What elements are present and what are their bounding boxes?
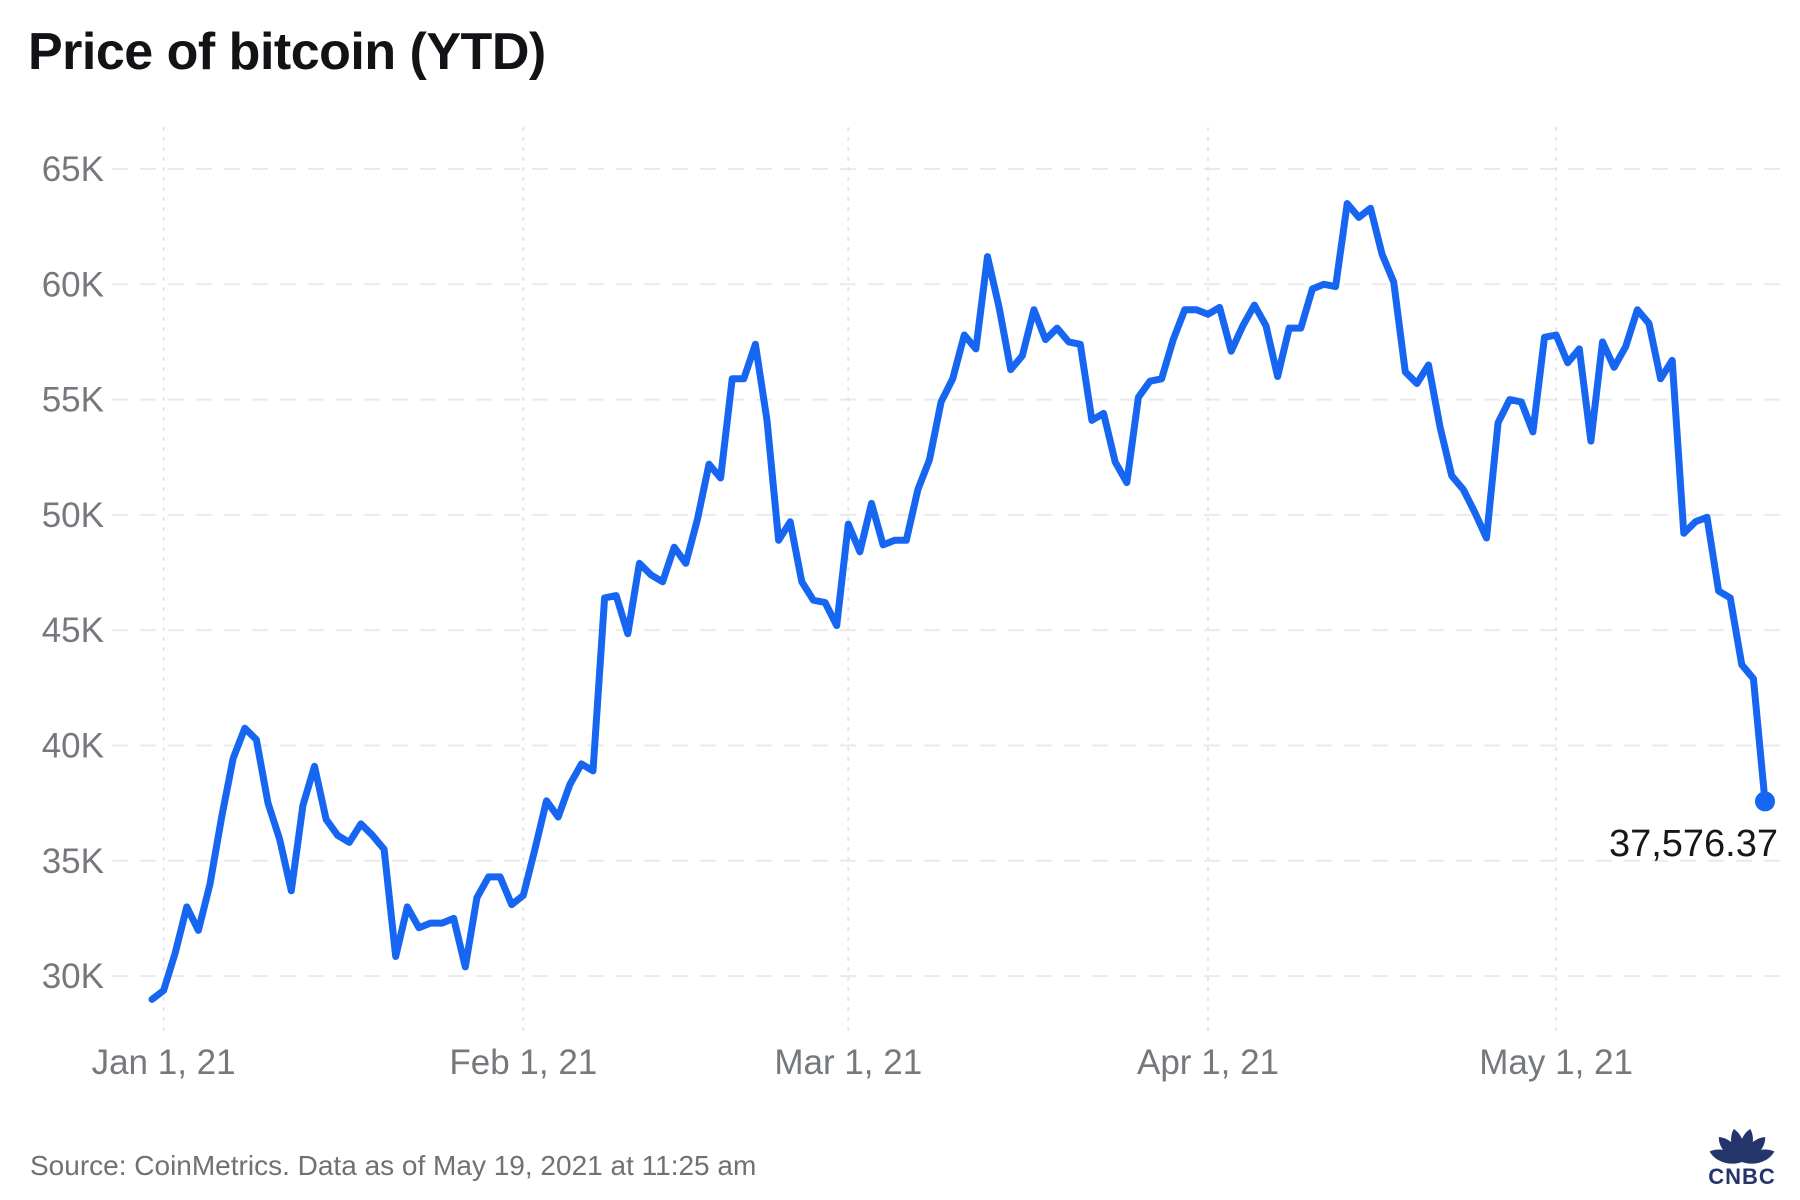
last-price-dot [1755, 791, 1775, 812]
x-axis-tick-label: Apr 1, 21 [1137, 1043, 1279, 1082]
chart-title: Price of bitcoin (YTD) [28, 23, 546, 81]
y-axis-tick-label: 65K [42, 150, 104, 189]
last-price-label: 37,576.37 [1609, 823, 1778, 865]
y-axis-tick-label: 40K [42, 727, 104, 766]
x-axis-tick-label: Feb 1, 21 [449, 1043, 597, 1082]
y-axis-tick-label: 35K [42, 842, 104, 881]
peacock-icon [1709, 1129, 1775, 1164]
cnbc-logo-text: CNBC [1708, 1164, 1776, 1188]
x-axis-tick-label: Jan 1, 21 [92, 1043, 236, 1082]
x-axis-tick-label: Mar 1, 21 [774, 1043, 922, 1082]
source-note: Source: CoinMetrics. Data as of May 19, … [30, 1150, 757, 1181]
x-axis-tick-label: May 1, 21 [1479, 1043, 1633, 1082]
y-axis-tick-label: 50K [42, 496, 104, 535]
cnbc-logo: CNBC [1708, 1129, 1776, 1188]
y-axis-tick-label: 55K [42, 381, 104, 420]
y-axis-tick-label: 45K [42, 611, 104, 650]
y-axis-tick-label: 30K [42, 957, 104, 996]
price-line [148, 200, 1769, 1003]
y-axis-tick-label: 60K [42, 265, 104, 304]
